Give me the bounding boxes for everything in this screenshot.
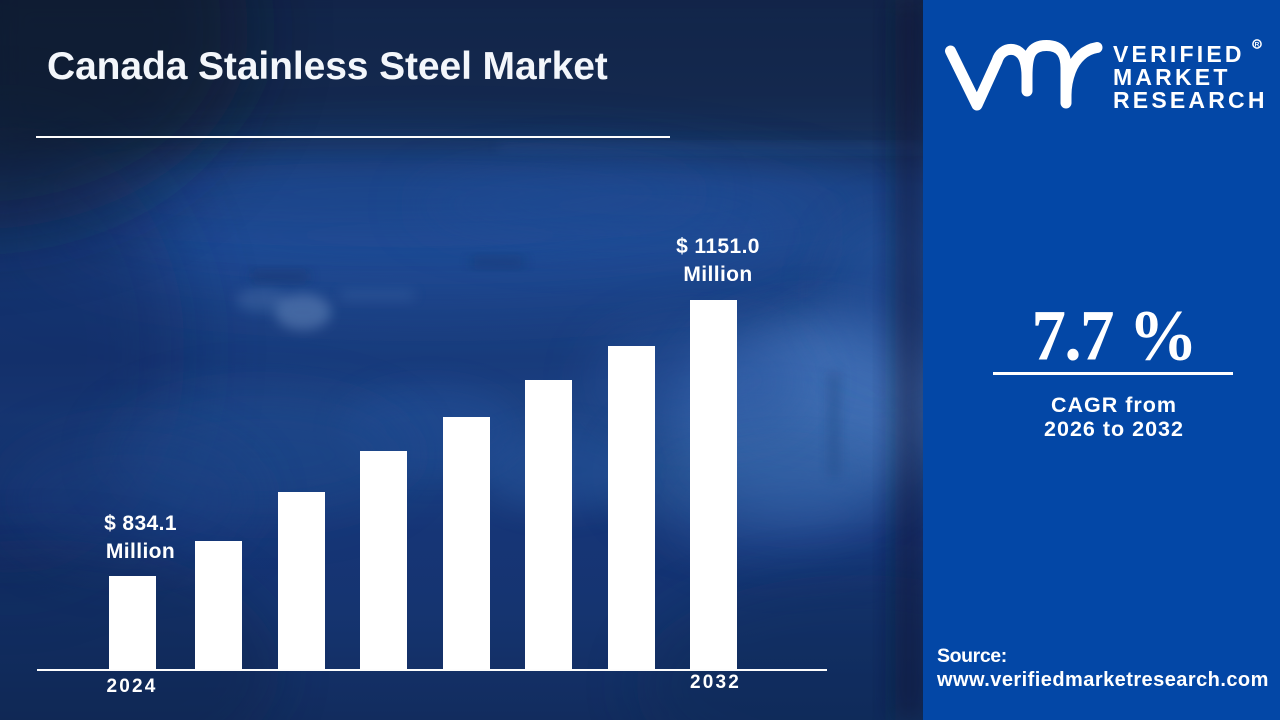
svg-text:R: R bbox=[1255, 41, 1260, 48]
